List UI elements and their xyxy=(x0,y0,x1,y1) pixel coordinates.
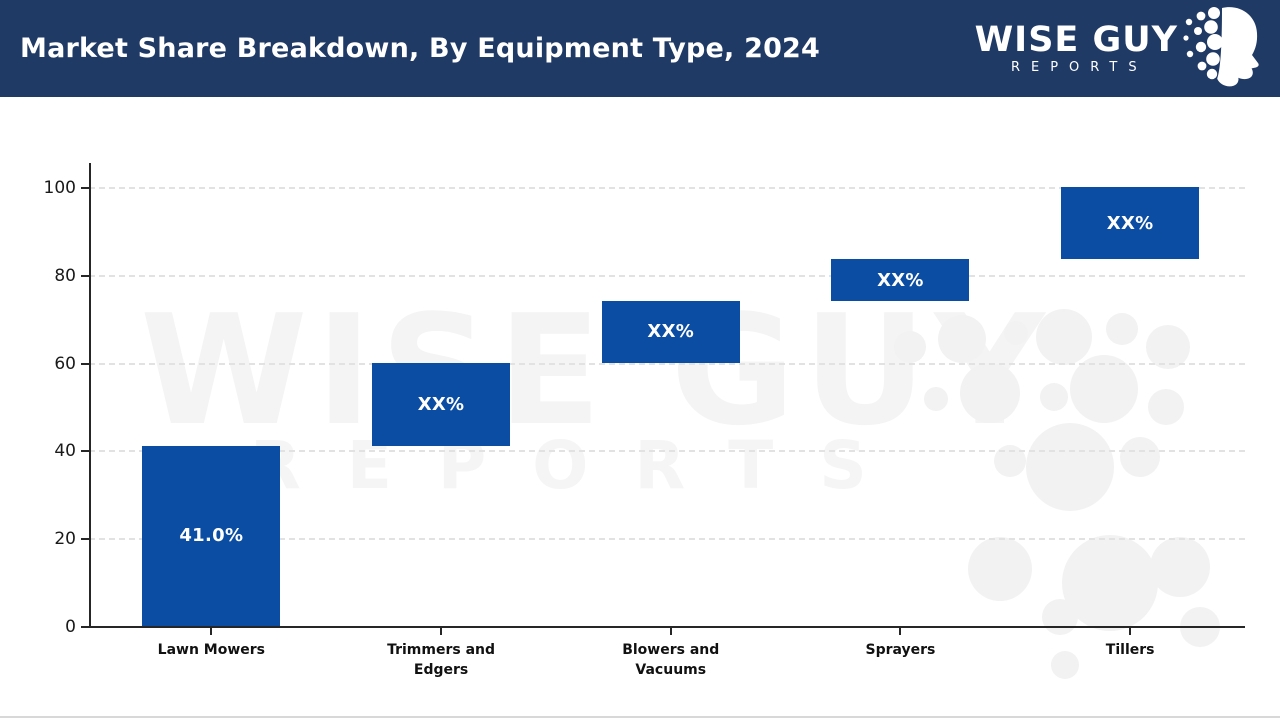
chart-area: WISE GUY REPORTS 41.0% XX% XX% XX% XX% 0 20 40 xyxy=(0,97,1280,720)
y-tick-60 xyxy=(81,362,89,365)
brand-face-icon xyxy=(1180,4,1262,94)
gridline-60 xyxy=(89,362,1245,365)
y-tick-label-20: 20 xyxy=(54,529,76,550)
bar-sprayers: XX% xyxy=(831,259,970,302)
bar-value-label-lawn-mowers: 41.0% xyxy=(179,525,244,547)
watermark-text-2: REPORTS xyxy=(250,427,913,504)
bar-value-label-blowers-and-vacuums: XX% xyxy=(647,321,695,343)
bar-blowers-and-vacuums: XX% xyxy=(601,301,740,363)
bottom-divider xyxy=(0,716,1280,718)
x-category-label-tillers: Tillers xyxy=(1105,642,1155,658)
brand-name: WISE GUY xyxy=(974,20,1178,60)
y-tick-0 xyxy=(81,626,89,628)
x-tick-blowers-and-vacuums xyxy=(669,628,672,635)
x-category-label-trimmers-and-edgers: Trimmers and Edgers xyxy=(387,642,496,678)
y-tick-40 xyxy=(81,450,89,453)
x-tick-tillers xyxy=(1129,628,1132,635)
watermark: WISE GUY REPORTS xyxy=(0,97,1280,720)
y-tick-label-100: 100 xyxy=(43,178,76,198)
x-category-label-blowers-and-vacuums: Blowers and Vacuums xyxy=(622,642,720,678)
y-tick-label-80: 80 xyxy=(54,265,76,286)
x-tick-lawn-mowers xyxy=(210,628,213,635)
bar-value-label-tillers: XX% xyxy=(1106,212,1154,234)
x-tick-sprayers xyxy=(899,628,902,635)
y-tick-label-40: 40 xyxy=(54,441,76,462)
x-category-label-lawn-mowers: Lawn Mowers xyxy=(157,642,266,658)
x-tick-trimmers-and-edgers xyxy=(440,628,443,635)
bar-tillers: XX% xyxy=(1061,187,1200,260)
y-tick-100 xyxy=(81,187,89,189)
y-tick-20 xyxy=(81,538,89,541)
gridline-20 xyxy=(89,538,1245,541)
page-title: Market Share Breakdown, By Equipment Typ… xyxy=(20,33,821,64)
watermark-text-1: WISE GUY xyxy=(140,282,1053,459)
y-axis-line xyxy=(89,163,91,628)
brand-logo-text: WISE GUY REPORTS xyxy=(975,22,1178,75)
brand-subname: REPORTS xyxy=(1010,60,1148,75)
watermark-face-icon xyxy=(850,217,1270,701)
y-tick-80 xyxy=(81,274,89,277)
y-tick-label-60: 60 xyxy=(54,353,76,374)
y-tick-label-0: 0 xyxy=(65,617,76,637)
gridline-80 xyxy=(89,274,1245,277)
bar-lawn-mowers: 41.0% xyxy=(142,446,281,626)
header-bar: Market Share Breakdown, By Equipment Typ… xyxy=(0,0,1280,97)
bar-value-label-trimmers-and-edgers: XX% xyxy=(417,393,465,415)
gridline-100 xyxy=(89,187,1245,189)
bar-trimmers-and-edgers: XX% xyxy=(372,362,511,446)
brand-logo: WISE GUY REPORTS xyxy=(975,4,1262,94)
x-category-label-sprayers: Sprayers xyxy=(865,642,936,658)
bar-value-label-sprayers: XX% xyxy=(877,269,924,291)
gridline-40 xyxy=(89,450,1245,453)
x-axis-line xyxy=(89,626,1245,628)
